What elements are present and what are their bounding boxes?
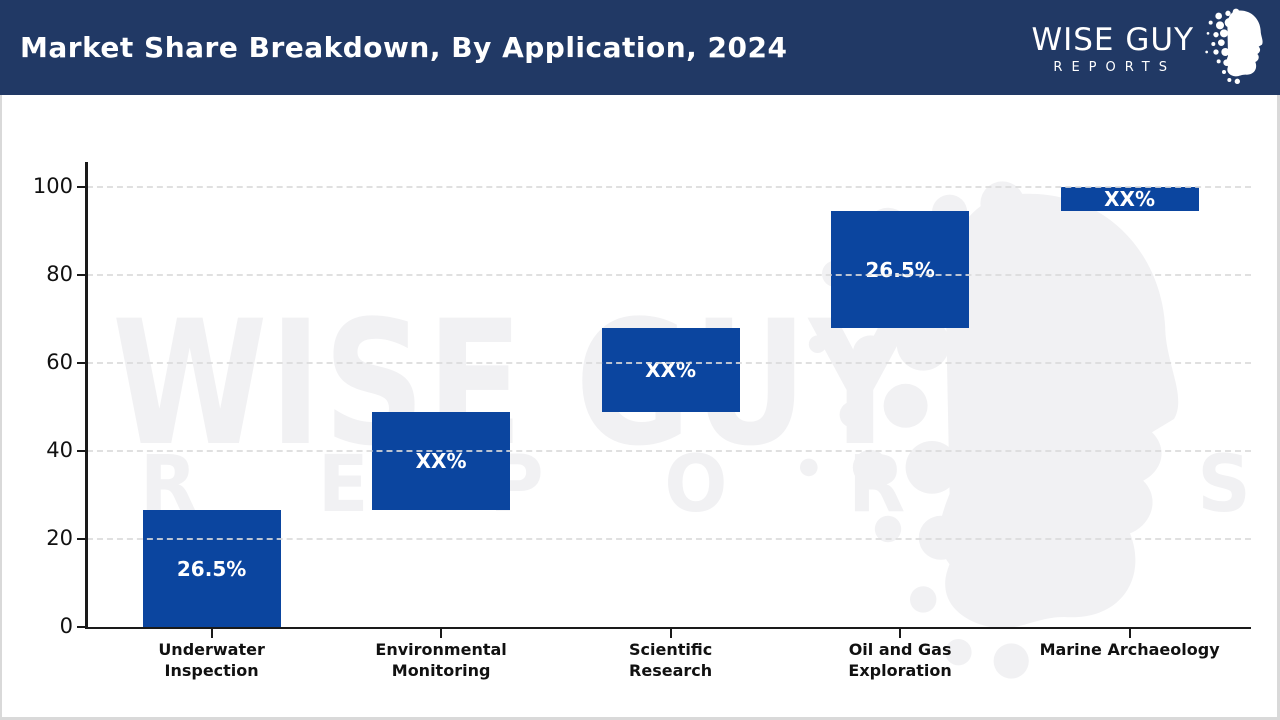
bar-value-label: XX%	[415, 449, 467, 473]
bar-oil-and-gas-exploration: 26.5%	[831, 211, 970, 328]
y-tick-mark	[77, 274, 85, 277]
y-tick-label: 80	[46, 262, 73, 287]
y-tick-mark	[77, 450, 85, 453]
y-tick-label: 0	[59, 614, 73, 638]
bar-value-label: 26.5%	[176, 556, 247, 581]
page-border-right	[1277, 95, 1280, 720]
bar-value-label: XX%	[645, 357, 697, 382]
x-category-label: Oil and Gas Exploration	[848, 640, 952, 680]
x-tick-mark	[669, 629, 672, 638]
brand-wordmark: WISE GUY REPORTS	[1031, 22, 1194, 75]
y-tick-mark	[77, 626, 85, 628]
y-tick-label: 20	[46, 526, 73, 551]
x-tick-mark	[440, 629, 443, 638]
brand-name: WISE GUY	[1031, 21, 1194, 58]
bar-underwater-inspection: 26.5%	[142, 510, 281, 627]
y-tick-label: 60	[46, 350, 73, 375]
gridline	[87, 450, 1251, 453]
gridline	[87, 362, 1251, 365]
x-axis-line	[85, 626, 1251, 629]
y-tick-mark	[77, 186, 85, 189]
bar-value-label: 26.5%	[865, 257, 935, 282]
page-border-left	[0, 95, 2, 720]
y-tick-mark	[77, 538, 85, 541]
bar-value-label: XX%	[1104, 187, 1156, 212]
page-title: Market Share Breakdown, By Application, …	[20, 31, 788, 64]
wiseguy-face-icon	[1205, 8, 1263, 84]
y-tick-label: 40	[46, 438, 73, 463]
brand-subtitle: REPORTS	[1053, 59, 1177, 75]
x-category-label: Environmental Monitoring	[375, 640, 507, 680]
x-tick-mark	[1128, 629, 1131, 638]
x-tick-mark	[899, 629, 902, 638]
gridline	[87, 538, 1251, 541]
bar-marine-archaeology: XX%	[1060, 187, 1199, 212]
bar-scientific-research: XX%	[601, 328, 740, 412]
gridline	[87, 274, 1251, 277]
x-tick-mark	[210, 629, 213, 638]
y-tick-label: 100	[32, 174, 73, 199]
y-axis-line	[85, 162, 88, 629]
x-category-label: Scientific Research	[628, 640, 713, 680]
x-category-label: Underwater Inspection	[158, 640, 265, 680]
bar-environmental-monitoring: XX%	[372, 411, 511, 511]
x-category-label: Marine Archaeology	[1039, 640, 1220, 659]
gridline	[87, 186, 1251, 189]
brand-logo: WISE GUY REPORTS	[1031, 6, 1266, 90]
y-tick-mark	[77, 362, 85, 365]
header: Market Share Breakdown, By Application, …	[0, 0, 1280, 95]
page-border-bottom	[0, 717, 1280, 720]
watermark-face-icon	[800, 181, 1179, 679]
